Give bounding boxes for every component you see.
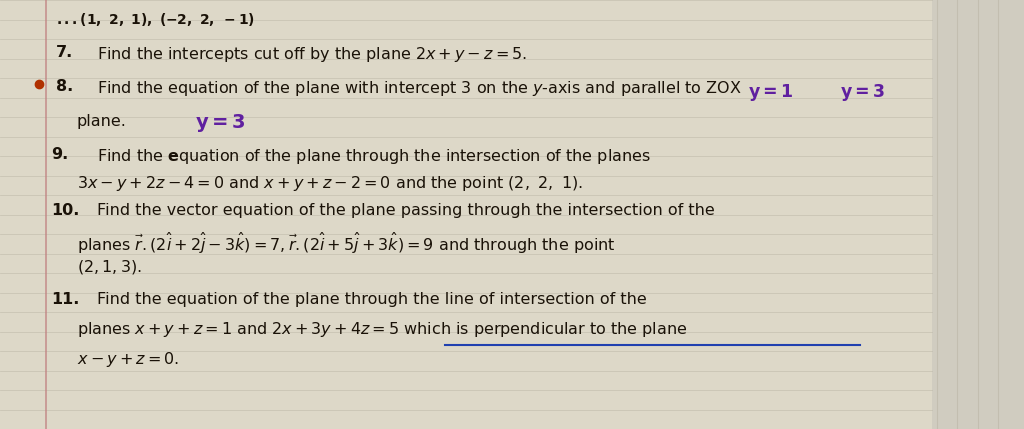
Text: Find the intercepts cut off by the plane $2x+y-z=5$.: Find the intercepts cut off by the plane… <box>97 45 527 64</box>
Text: 10.: 10. <box>51 203 80 218</box>
Text: $3x-y+2z-4=0$ and $x+y+z-2=0$ and the point $(2,\ 2,\ 1)$.: $3x-y+2z-4=0$ and $x+y+z-2=0$ and the po… <box>77 174 583 193</box>
Text: 7.: 7. <box>56 45 74 60</box>
Text: 9.: 9. <box>51 147 69 162</box>
Text: Find the $\mathbf{e}$quation of the plane through the intersection of the planes: Find the $\mathbf{e}$quation of the plan… <box>97 147 651 166</box>
Text: $(2,1,3)$.: $(2,1,3)$. <box>77 258 141 276</box>
Text: $\mathbf{y=1}$: $\mathbf{y=1}$ <box>748 82 793 103</box>
Text: plane.: plane. <box>77 114 127 129</box>
Text: Find the vector equation of the plane passing through the intersection of the: Find the vector equation of the plane pa… <box>97 203 715 218</box>
Text: Find the equation of the plane with intercept 3 on the $y$-axis and parallel to : Find the equation of the plane with inte… <box>97 79 742 98</box>
Text: Find the equation of the plane through the line of intersection of the: Find the equation of the plane through t… <box>97 292 647 307</box>
Text: $x-y+z=0$.: $x-y+z=0$. <box>77 350 179 369</box>
Text: 8.: 8. <box>56 79 74 94</box>
Text: planes $\vec{r}.(2\hat{i}+2\hat{j}-3\hat{k})=7,\vec{r}.(2\hat{i}+5\hat{j}+3\hat{: planes $\vec{r}.(2\hat{i}+2\hat{j}-3\hat… <box>77 231 615 256</box>
Text: $\mathbf{...(1,\ 2,\ 1),\ (-2,\ 2,\ -1)}$: $\mathbf{...(1,\ 2,\ 1),\ (-2,\ 2,\ -1)}… <box>56 11 255 28</box>
Text: 11.: 11. <box>51 292 80 307</box>
Bar <box>932 0 1024 429</box>
Text: planes $x+y+z=1$ and $2x+3y+4z=5$ which is perpendicular to the plane: planes $x+y+z=1$ and $2x+3y+4z=5$ which … <box>77 320 687 338</box>
Text: $\mathbf{y=3}$: $\mathbf{y=3}$ <box>840 82 885 103</box>
Text: $\mathbf{y=3}$: $\mathbf{y=3}$ <box>195 112 245 133</box>
